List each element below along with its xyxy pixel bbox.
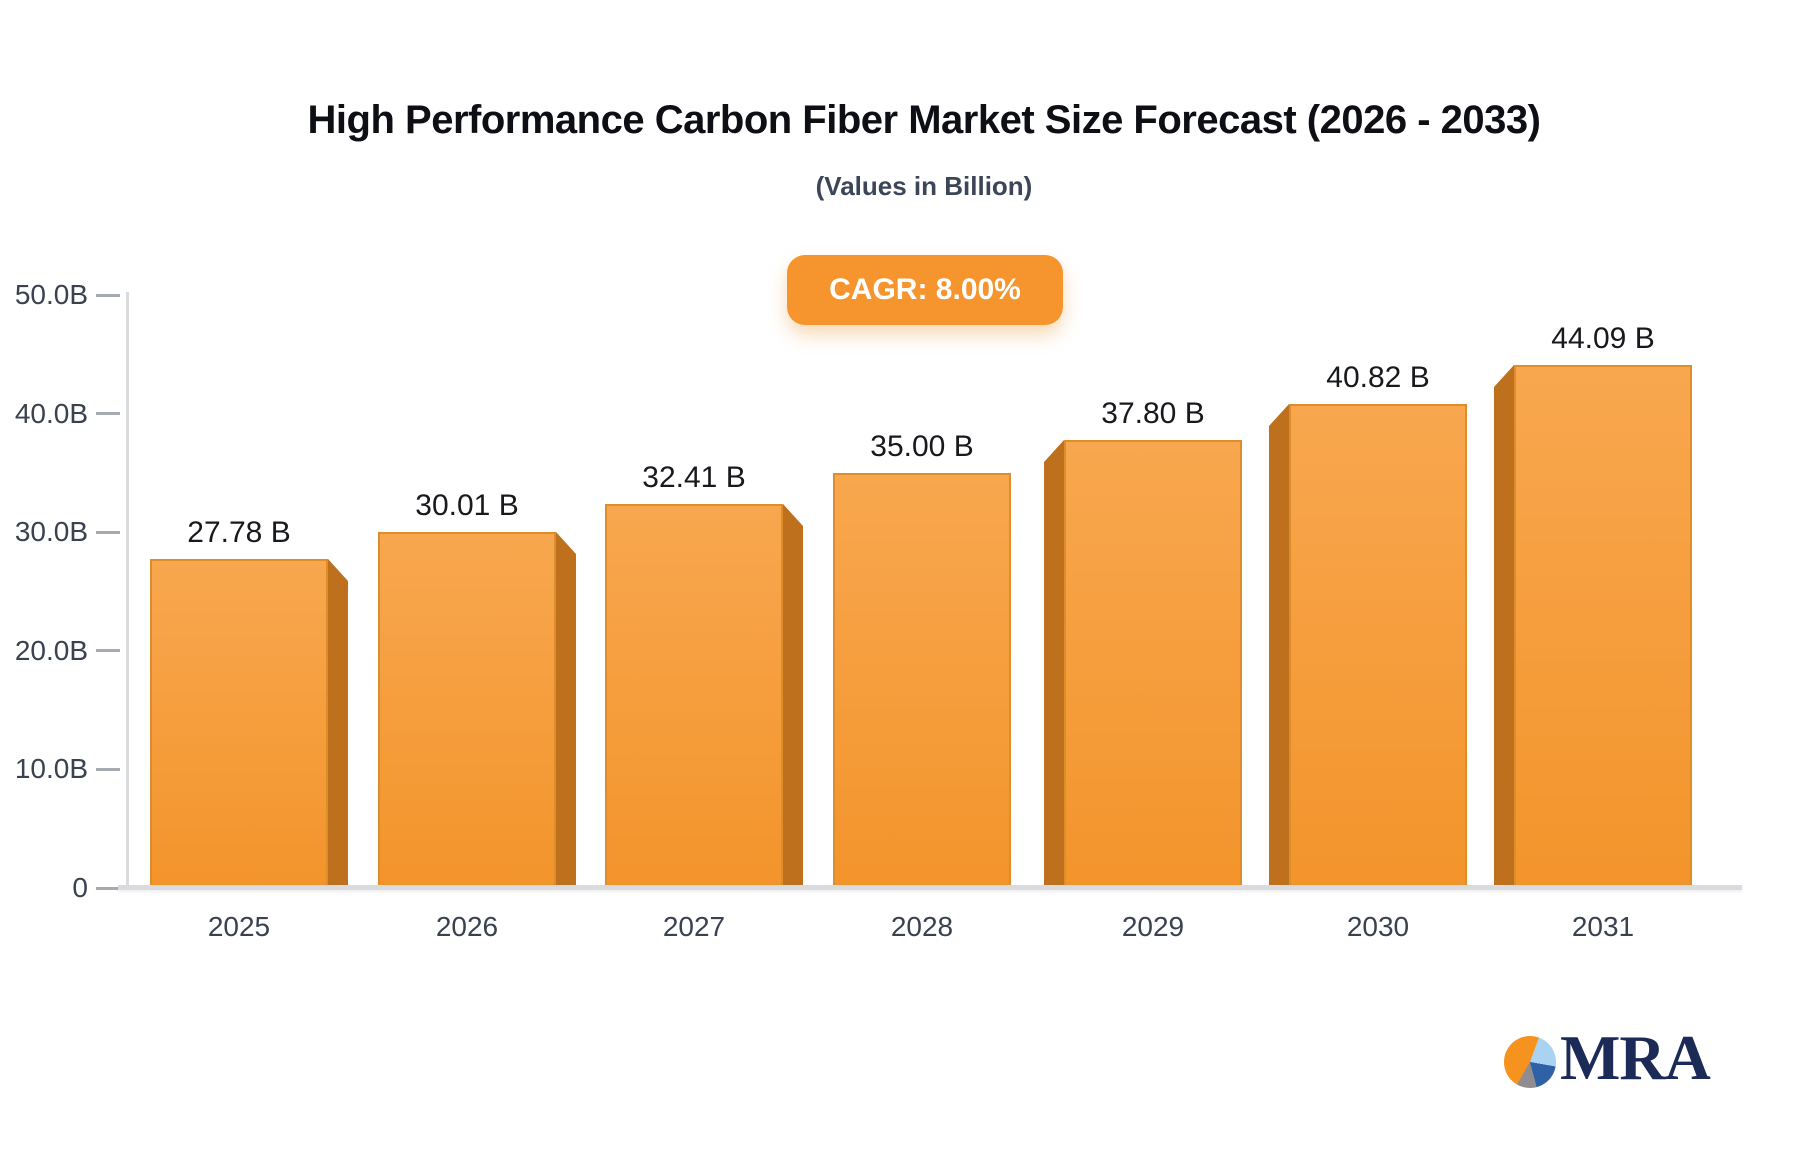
y-tick-label: 20.0B [14,634,88,666]
bar-2028[interactable] [833,473,1011,888]
y-tick-label: 30.0B [14,516,88,548]
bar-3d-side [328,559,348,888]
bar-value-label: 40.82 B [1326,361,1430,394]
y-tick-mark [96,412,120,416]
cagr-badge: CAGR: 8.00% [787,255,1063,325]
bar-value-label: 44.09 B [1551,322,1655,355]
x-tick-label: 2030 [1346,911,1410,942]
bar-value-label: 30.01 B [415,489,519,522]
y-tick-label: 40.0B [14,397,88,429]
x-axis-line [118,885,1742,890]
y-tick-mark [96,293,120,297]
bar-2026[interactable] [378,532,556,888]
chart-title: High Performance Carbon Fiber Market Siz… [307,98,1541,142]
y-tick-label: 0 [72,872,88,903]
bar-value-label: 27.78 B [187,516,291,549]
y-tick-mark [96,767,120,771]
x-tick-label: 2025 [207,911,271,942]
x-tick-label: 2031 [1571,911,1635,942]
y-tick-mark [96,530,120,534]
y-tick-mark [96,886,120,890]
bar-value-label: 32.41 B [642,461,746,494]
bar-2027[interactable] [605,504,783,888]
bar-3d-side [783,504,803,888]
bar-3d-side [1044,440,1064,888]
x-tick-label: 2028 [890,911,954,942]
logo: MRA [1504,1026,1711,1090]
bar-2031[interactable] [1514,365,1692,888]
bar-value-label: 37.80 B [1101,397,1205,430]
x-tick-label: 2029 [1121,911,1185,942]
bar-value-label: 35.00 B [870,430,974,463]
x-tick-label: 2026 [435,911,499,942]
x-tick-label: 2027 [662,911,726,942]
bar-2029[interactable] [1064,440,1242,888]
chart-subtitle: (Values in Billion) [815,171,1033,201]
y-axis-line [126,292,129,890]
bar-3d-side [1494,365,1514,888]
logo-text: MRA [1560,1022,1711,1093]
y-tick-mark [96,649,120,653]
bar-2025[interactable] [150,559,328,888]
bar-3d-side [556,532,576,888]
bar-2030[interactable] [1289,404,1467,888]
logo-pie-icon [1504,1036,1556,1088]
bar-3d-side [1269,404,1289,888]
y-tick-label: 50.0B [14,279,88,310]
y-tick-label: 10.0B [14,753,88,785]
